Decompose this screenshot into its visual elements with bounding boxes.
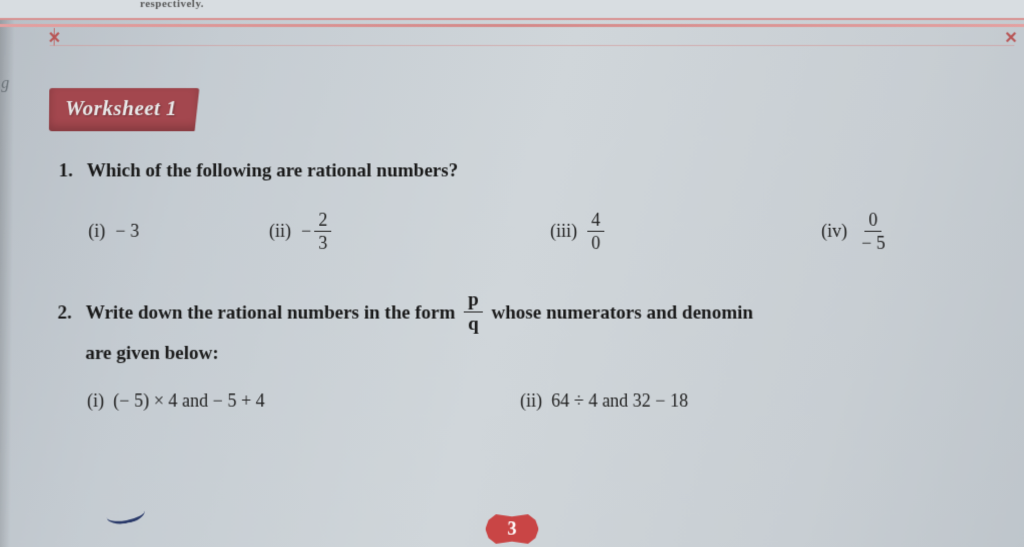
q2-number: 2. (57, 295, 85, 331)
top-border-strip: respectively. (0, 0, 1024, 20)
q2-options-row: (i) (− 5) × 4 and − 5 + 4 (ii) 64 ÷ 4 an… (87, 391, 1008, 412)
opt-iii-den: 0 (587, 232, 604, 252)
q2-ii-label: (ii) (520, 391, 542, 411)
opt-iv-label: (iv) (821, 221, 847, 242)
opt-ii-den: 3 (314, 232, 331, 252)
opt-iii-fraction: 4 0 (587, 211, 604, 252)
opt-iii-label: (iii) (550, 221, 577, 242)
q2-option-i: (i) (− 5) × 4 and − 5 + 4 (87, 391, 520, 412)
opt-ii-label: (ii) (269, 221, 291, 242)
q2-i-expr: (− 5) × 4 and − 5 + 4 (113, 391, 265, 411)
worksheet-page: respectively. ✕ ✕ g Worksheet 1 1.Which … (0, 0, 1024, 547)
pen-scribble (105, 502, 146, 527)
worksheet-badge: Worksheet 1 (49, 88, 199, 131)
q2-text-b: whose numerators and denomin (491, 302, 753, 323)
q2-frac-num: p (464, 290, 483, 312)
margin-x-mark-left: ✕ (48, 28, 62, 42)
question-2: 2.Write down the rational numbers in the… (57, 292, 1007, 372)
content-area: 1.Which of the following are rational nu… (57, 160, 1008, 411)
q1-option-iv: (iv) 0 − 5 (821, 211, 982, 252)
opt-iv-den: − 5 (857, 232, 889, 252)
q2-frac-den: q (464, 313, 483, 334)
q2-ii-expr: 64 ÷ 4 and 32 − 18 (551, 391, 688, 411)
q1-option-iii: (iii) 4 0 (550, 211, 821, 252)
q1-text: Which of the following are rational numb… (87, 160, 458, 181)
q1-number: 1. (59, 160, 87, 182)
opt-ii-fraction: 2 3 (314, 211, 331, 252)
opt-i-label: (i) (88, 221, 105, 242)
q1-option-ii: (ii) − 2 3 (269, 211, 550, 252)
q1-option-i: (i) − 3 (88, 221, 269, 242)
edge-letter: g (1, 75, 9, 93)
q2-i-label: (i) (87, 391, 104, 411)
q2-pq-fraction: p q (464, 290, 483, 333)
q1-options-row: (i) − 3 (ii) − 2 3 (iii) 4 0 (88, 211, 1006, 252)
opt-i-value: − 3 (115, 221, 139, 242)
opt-ii-num: 2 (314, 211, 331, 232)
rule-line-upper (0, 24, 1024, 27)
q2-text-c: are given below: (85, 343, 219, 364)
page-number-badge: 3 (485, 514, 539, 544)
top-cut-text: respectively. (140, 0, 204, 10)
opt-iv-fraction: 0 − 5 (857, 211, 889, 252)
opt-iii-num: 4 (587, 211, 604, 232)
rule-line-lower (50, 45, 1015, 46)
q2-option-ii: (ii) 64 ÷ 4 and 32 − 18 (520, 391, 923, 412)
opt-ii-neg: − (301, 221, 311, 242)
opt-iv-num: 0 (865, 211, 882, 232)
margin-x-mark-right: ✕ (1004, 28, 1018, 42)
q2-text-a: Write down the rational numbers in the f… (86, 302, 456, 323)
question-1: 1.Which of the following are rational nu… (59, 160, 1006, 182)
